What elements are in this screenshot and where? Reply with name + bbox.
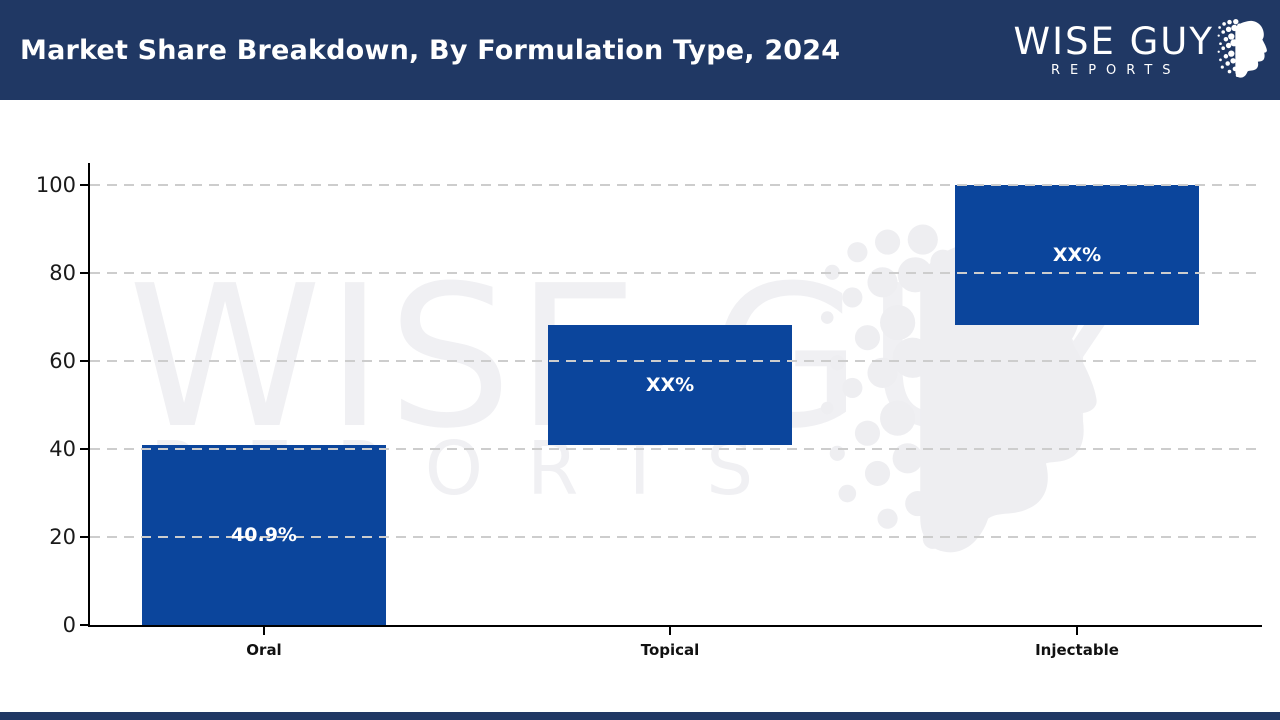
gridline-60 [90,360,1262,362]
footer-bar [0,712,1280,720]
bar-value-label-topical: XX% [645,373,695,396]
y-tick-60 [80,360,88,362]
bar-value-label-oral: 40.9% [231,524,297,547]
bar-oral [142,445,386,625]
y-tick-label-20: 20 [49,525,76,549]
chart-title: Market Share Breakdown, By Formulation T… [20,34,841,66]
x-tick-topical [669,627,671,635]
logo-text: WISE GUY REPORTS [1014,23,1214,78]
y-tick-20 [80,536,88,538]
x-tick-label-topical: Topical [640,641,700,659]
y-tick-40 [80,448,88,450]
gridline-40 [90,448,1262,450]
gridline-80 [90,272,1262,274]
x-axis [88,625,1262,627]
y-tick-label-100: 100 [35,173,76,197]
header-bar: Market Share Breakdown, By Formulation T… [0,0,1280,100]
x-tick-injectable [1076,627,1078,635]
gridline-100 [90,184,1262,186]
x-tick-oral [263,627,265,635]
y-tick-label-0: 0 [62,613,76,637]
logo-head-dots-icon [1217,18,1267,78]
y-tick-0 [80,624,88,626]
bar-value-label-injectable: XX% [1052,243,1102,266]
y-tick-100 [80,184,88,186]
y-tick-label-80: 80 [49,261,76,285]
gridline-20 [90,536,1262,538]
y-tick-label-40: 40 [49,437,76,461]
x-tick-label-oral: Oral [246,641,282,659]
x-tick-label-injectable: Injectable [1035,641,1119,659]
logo-wordmark: WISE GUY [1013,19,1214,63]
y-axis [88,163,90,627]
logo-sub-reports: REPORTS [1050,62,1181,78]
y-tick-label-60: 60 [49,349,76,373]
brand-logo: WISE GUY REPORTS [1014,8,1270,92]
y-tick-80 [80,272,88,274]
bar-topical [548,324,792,446]
